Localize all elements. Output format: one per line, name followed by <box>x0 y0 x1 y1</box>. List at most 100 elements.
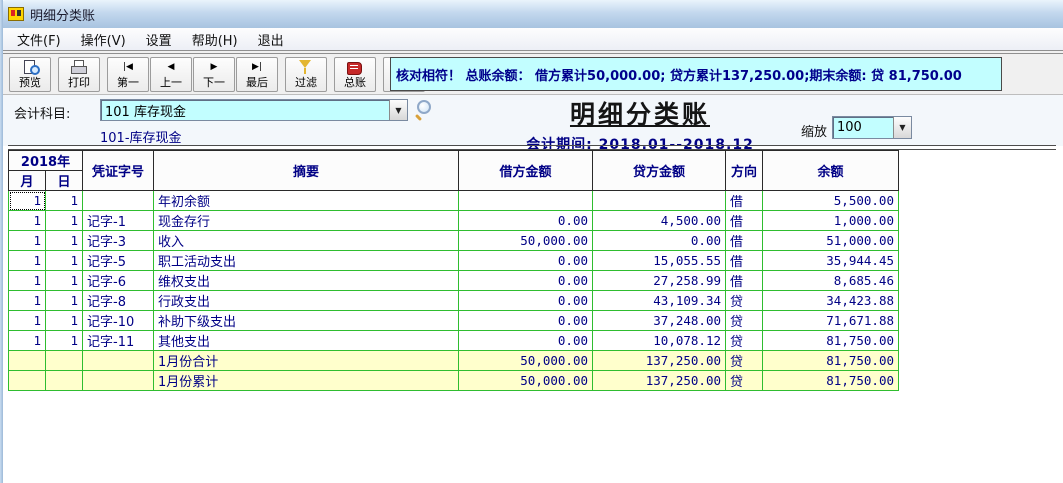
cell-direction[interactable]: 借 <box>725 190 763 211</box>
cell-debit[interactable]: 0.00 <box>458 310 593 331</box>
cell-credit[interactable]: 15,055.55 <box>592 250 726 271</box>
cell-direction[interactable]: 借 <box>725 250 763 271</box>
toolbar-button[interactable]: ▶ 下一 <box>193 57 235 92</box>
cell-credit[interactable]: 4,500.00 <box>592 210 726 231</box>
cell-summary[interactable]: 收入 <box>153 230 459 251</box>
cell-month[interactable] <box>8 370 46 391</box>
menu-operate[interactable]: 操作(V) <box>80 34 126 49</box>
col-header-summary: 摘要 <box>153 150 459 191</box>
menu-file[interactable]: 文件(F) <box>17 34 61 49</box>
cell-voucher[interactable] <box>82 190 154 211</box>
cell-month[interactable] <box>8 350 46 371</box>
cell-balance[interactable]: 71,671.88 <box>762 310 899 331</box>
menu-settings[interactable]: 设置 <box>145 34 172 49</box>
search-account-icon[interactable] <box>412 99 434 121</box>
cell-month[interactable]: 1 <box>8 310 46 331</box>
cell-summary[interactable]: 维权支出 <box>153 270 459 291</box>
cell-credit[interactable]: 137,250.00 <box>592 350 726 371</box>
cell-summary[interactable]: 年初余额 <box>153 190 459 211</box>
cell-day[interactable] <box>45 350 83 371</box>
report-divider <box>8 145 1056 150</box>
cell-summary[interactable]: 其他支出 <box>153 330 459 351</box>
cell-debit[interactable]: 0.00 <box>458 290 593 311</box>
cell-credit[interactable] <box>592 190 726 211</box>
cell-voucher[interactable] <box>82 370 154 391</box>
cell-balance[interactable]: 34,423.88 <box>762 290 899 311</box>
toolbar-button[interactable]: 总账 <box>334 57 376 92</box>
cell-balance[interactable]: 81,750.00 <box>762 330 899 351</box>
cell-month[interactable]: 1 <box>8 330 46 351</box>
cell-credit[interactable]: 0.00 <box>592 230 726 251</box>
cell-balance[interactable]: 5,500.00 <box>762 190 899 211</box>
cell-debit[interactable]: 0.00 <box>458 270 593 291</box>
cell-month[interactable]: 1 <box>8 230 46 251</box>
cell-voucher[interactable]: 记字-3 <box>82 230 154 251</box>
cell-debit[interactable] <box>458 190 593 211</box>
cell-direction[interactable]: 贷 <box>725 370 763 391</box>
cell-debit[interactable]: 0.00 <box>458 210 593 231</box>
cell-credit[interactable]: 27,258.99 <box>592 270 726 291</box>
menu-exit[interactable]: 退出 <box>257 34 284 49</box>
cell-debit[interactable]: 50,000.00 <box>458 370 593 391</box>
cell-day[interactable]: 1 <box>45 290 83 311</box>
cell-summary[interactable]: 行政支出 <box>153 290 459 311</box>
cell-summary[interactable]: 职工活动支出 <box>153 250 459 271</box>
cell-summary[interactable]: 1月份合计 <box>153 350 459 371</box>
toolbar-button[interactable]: 过滤 <box>285 57 327 92</box>
cell-voucher[interactable]: 记字-5 <box>82 250 154 271</box>
chevron-down-icon[interactable]: ▼ <box>893 117 911 138</box>
cell-day[interactable]: 1 <box>45 250 83 271</box>
cell-month[interactable]: 1 <box>8 290 46 311</box>
cell-direction[interactable]: 贷 <box>725 290 763 311</box>
cell-direction[interactable]: 借 <box>725 210 763 231</box>
cell-voucher[interactable] <box>82 350 154 371</box>
cell-voucher[interactable]: 记字-8 <box>82 290 154 311</box>
toolbar-button[interactable]: 预览 <box>9 57 51 92</box>
cell-credit[interactable]: 43,109.34 <box>592 290 726 311</box>
cell-day[interactable]: 1 <box>45 190 83 211</box>
cell-debit[interactable]: 50,000.00 <box>458 230 593 251</box>
toolbar-button[interactable]: ▶| 最后 <box>236 57 278 92</box>
cell-balance[interactable]: 81,750.00 <box>762 370 899 391</box>
cell-direction[interactable]: 借 <box>725 270 763 291</box>
cell-balance[interactable]: 81,750.00 <box>762 350 899 371</box>
cell-day[interactable] <box>45 370 83 391</box>
cell-balance[interactable]: 1,000.00 <box>762 210 899 231</box>
cell-voucher[interactable]: 记字-10 <box>82 310 154 331</box>
menu-help[interactable]: 帮助(H) <box>191 34 238 49</box>
cell-summary[interactable]: 补助下级支出 <box>153 310 459 331</box>
cell-direction[interactable]: 贷 <box>725 350 763 371</box>
zoom-select[interactable]: 100 ▼ <box>832 116 912 139</box>
cell-day[interactable]: 1 <box>45 230 83 251</box>
chevron-down-icon[interactable]: ▼ <box>389 100 407 120</box>
cell-direction[interactable]: 贷 <box>725 330 763 351</box>
cell-direction[interactable]: 贷 <box>725 310 763 331</box>
cell-debit[interactable]: 0.00 <box>458 330 593 351</box>
toolbar-button[interactable]: |◀ 第一 <box>107 57 149 92</box>
cell-balance[interactable]: 8,685.46 <box>762 270 899 291</box>
cell-day[interactable]: 1 <box>45 270 83 291</box>
cell-direction[interactable]: 借 <box>725 230 763 251</box>
cell-debit[interactable]: 50,000.00 <box>458 350 593 371</box>
cell-month[interactable]: 1 <box>8 250 46 271</box>
toolbar-button[interactable]: 打印 <box>58 57 100 92</box>
cell-debit[interactable]: 0.00 <box>458 250 593 271</box>
cell-month[interactable]: 1 <box>8 210 46 231</box>
cell-credit[interactable]: 37,248.00 <box>592 310 726 331</box>
cell-day[interactable]: 1 <box>45 330 83 351</box>
cell-day[interactable]: 1 <box>45 310 83 331</box>
cell-summary[interactable]: 1月份累计 <box>153 370 459 391</box>
cell-voucher[interactable]: 记字-11 <box>82 330 154 351</box>
cell-voucher[interactable]: 记字-6 <box>82 270 154 291</box>
account-select[interactable]: 101 库存现金 ▼ <box>100 99 408 121</box>
toolbar-button[interactable]: ◀ 上一 <box>150 57 192 92</box>
cell-voucher[interactable]: 记字-1 <box>82 210 154 231</box>
cell-credit[interactable]: 10,078.12 <box>592 330 726 351</box>
cell-balance[interactable]: 51,000.00 <box>762 230 899 251</box>
cell-summary[interactable]: 现金存行 <box>153 210 459 231</box>
cell-day[interactable]: 1 <box>45 210 83 231</box>
cell-balance[interactable]: 35,944.45 <box>762 250 899 271</box>
cell-credit[interactable]: 137,250.00 <box>592 370 726 391</box>
cell-month[interactable]: 1 <box>8 190 46 211</box>
cell-month[interactable]: 1 <box>8 270 46 291</box>
